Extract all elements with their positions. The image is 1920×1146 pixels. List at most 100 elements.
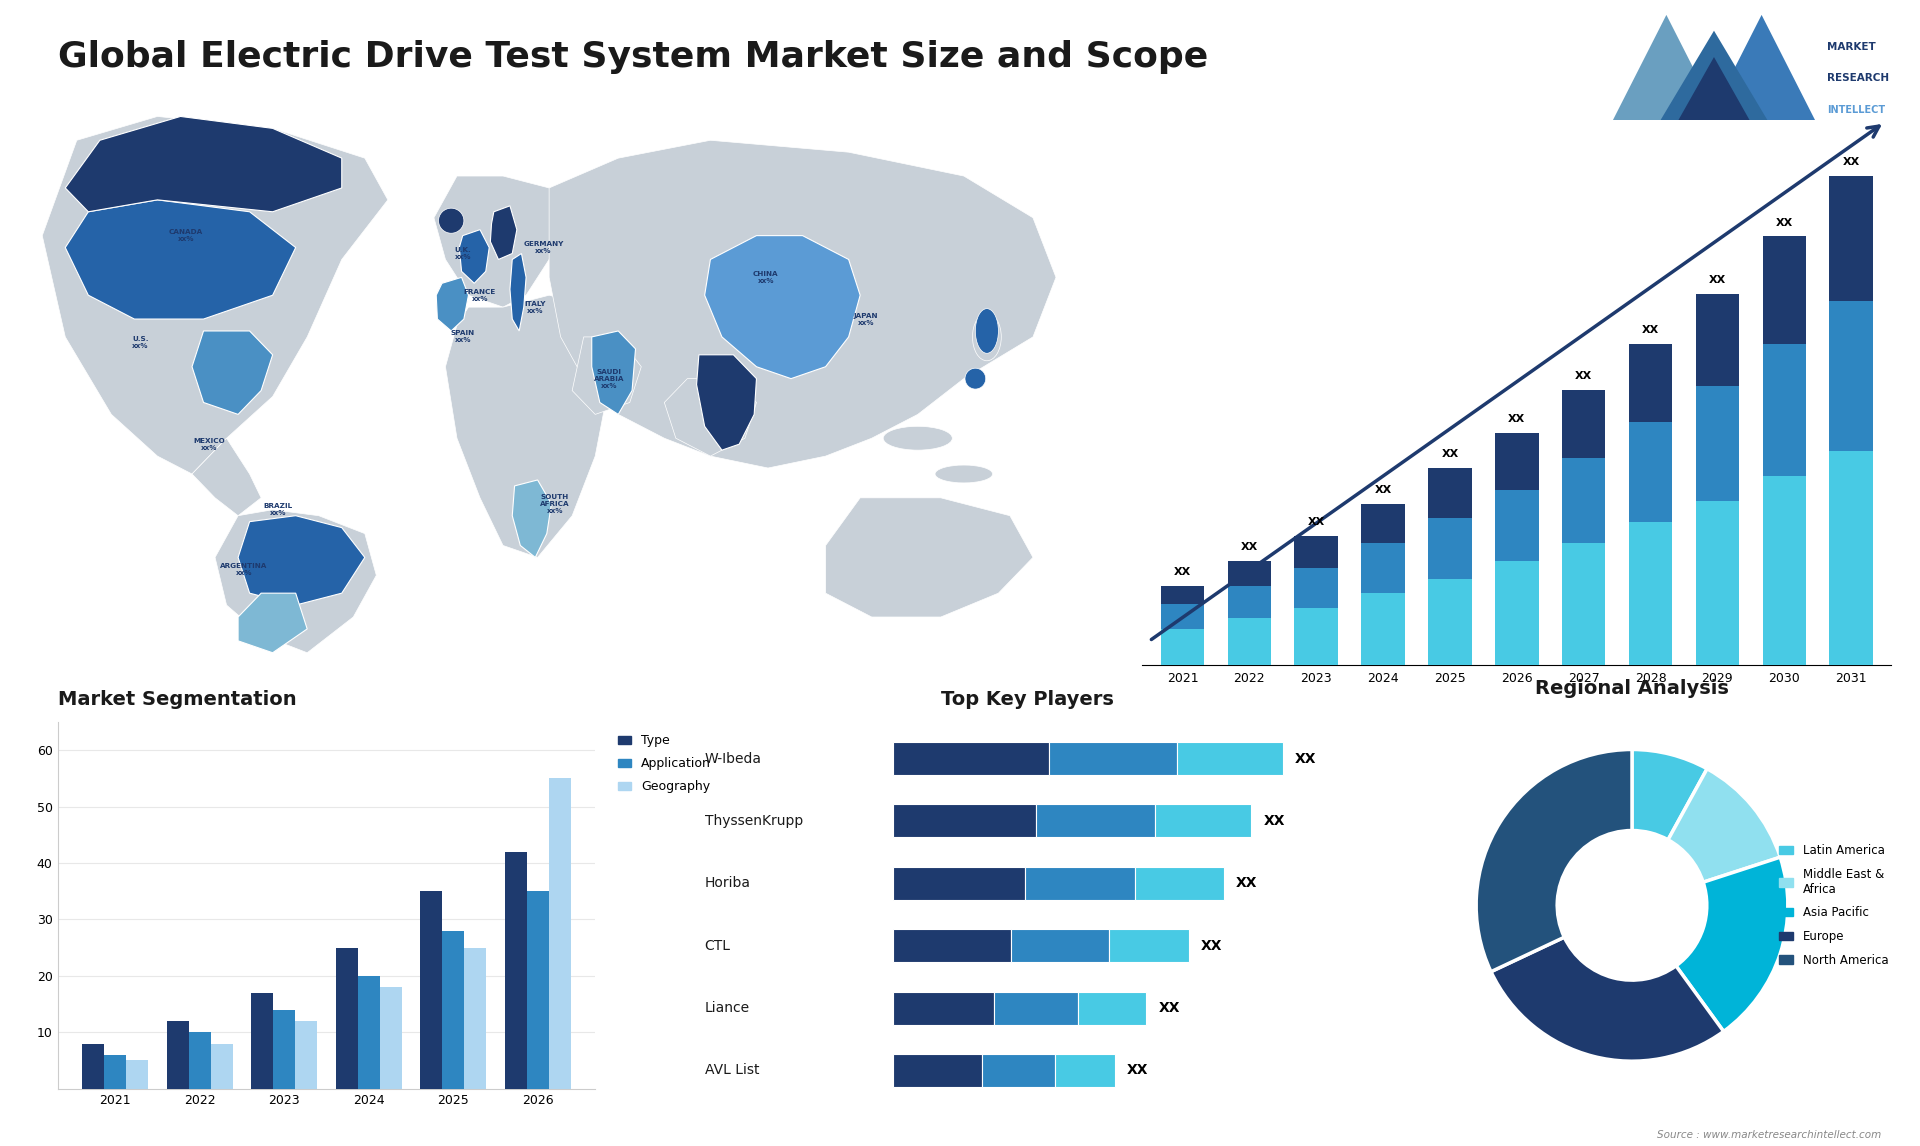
Bar [1162,586,1204,604]
Bar [1830,300,1872,450]
Bar [188,1033,211,1089]
Bar [981,1054,1054,1086]
Text: Liance: Liance [705,1000,751,1015]
Bar [1227,586,1271,619]
Polygon shape [192,331,273,415]
Text: XX: XX [1574,371,1592,380]
Polygon shape [1661,31,1768,120]
Text: Global Electric Drive Test System Market Size and Scope: Global Electric Drive Test System Market… [58,40,1208,74]
Bar [1496,433,1538,489]
Polygon shape [697,355,756,450]
Bar [1628,422,1672,521]
Bar [1628,521,1672,665]
Text: SAUDI
ARABIA
xx%: SAUDI ARABIA xx% [593,369,624,388]
Wedge shape [1632,749,1707,840]
Bar [1428,469,1471,518]
Bar [1496,562,1538,665]
Bar [167,1021,188,1089]
Text: XX: XX [1776,218,1793,228]
Ellipse shape [935,465,993,482]
Text: XX: XX [1442,449,1459,460]
Wedge shape [1676,857,1788,1031]
Title: Regional Analysis: Regional Analysis [1536,678,1728,698]
Text: XX: XX [1127,1063,1148,1077]
Text: JAPAN
xx%: JAPAN xx% [854,313,877,325]
Bar [296,1021,317,1089]
Text: XX: XX [1202,939,1223,952]
Bar [893,991,995,1025]
Text: ARGENTINA
xx%: ARGENTINA xx% [221,563,267,575]
Bar [1162,604,1204,629]
Polygon shape [549,140,1056,468]
Bar [893,804,1037,838]
Polygon shape [1613,15,1720,120]
Text: SPAIN
xx%: SPAIN xx% [451,330,474,344]
Polygon shape [192,438,261,516]
Polygon shape [459,229,490,283]
Bar [273,1010,296,1089]
Bar [1294,607,1338,665]
Bar [1695,386,1740,501]
Polygon shape [215,510,376,653]
Text: XX: XX [1236,877,1258,890]
Bar [1361,543,1405,594]
Bar [1763,476,1807,665]
Bar [336,948,357,1089]
Bar [104,1054,127,1089]
Ellipse shape [883,426,952,450]
Text: BRAZIL
xx%: BRAZIL xx% [263,503,294,516]
Bar [1077,991,1146,1025]
Polygon shape [572,337,641,415]
Polygon shape [42,117,388,474]
Bar [380,987,401,1089]
Bar [1294,568,1338,607]
Bar [1227,562,1271,586]
Bar [252,992,273,1089]
Text: XX: XX [1158,1000,1179,1015]
Bar [893,1054,981,1086]
Bar [1361,594,1405,665]
Polygon shape [591,331,636,415]
Polygon shape [436,277,468,331]
Text: CHINA
xx%: CHINA xx% [753,270,778,284]
Text: XX: XX [1375,485,1392,495]
Polygon shape [513,480,551,557]
Bar [1763,236,1807,344]
Text: AVL List: AVL List [705,1063,758,1077]
Text: INTELLECT: INTELLECT [1828,104,1885,115]
Bar [1830,175,1872,300]
Text: XX: XX [1308,517,1325,527]
Bar [1110,929,1188,963]
Ellipse shape [966,368,985,390]
Bar [549,778,570,1089]
Polygon shape [65,199,296,319]
Polygon shape [65,117,342,212]
Bar [211,1044,232,1089]
Text: FRANCE
xx%: FRANCE xx% [465,289,495,301]
Text: XX: XX [1843,157,1860,167]
Bar [1227,619,1271,665]
Text: CTL: CTL [705,939,732,952]
Text: XX: XX [1642,324,1659,335]
Bar [1496,489,1538,562]
Ellipse shape [975,308,998,353]
Ellipse shape [972,313,1002,361]
Bar [1135,866,1225,900]
Polygon shape [511,253,526,331]
Text: XX: XX [1263,814,1284,829]
Bar [1154,804,1252,838]
Title: Top Key Players: Top Key Players [941,690,1114,709]
Bar [1563,390,1605,457]
Text: MEXICO
xx%: MEXICO xx% [194,438,225,450]
Text: SOUTH
AFRICA
xx%: SOUTH AFRICA xx% [540,494,570,513]
Bar [1428,518,1471,579]
Text: U.K.
xx%: U.K. xx% [455,248,470,260]
Bar [1294,536,1338,568]
Text: INDIA
xx%: INDIA xx% [728,372,751,385]
Text: XX: XX [1173,567,1190,578]
Ellipse shape [438,209,465,234]
Text: RESEARCH: RESEARCH [1828,73,1889,84]
Legend: Type, Application, Geography: Type, Application, Geography [612,728,716,800]
Polygon shape [445,296,618,557]
Bar [1830,450,1872,665]
